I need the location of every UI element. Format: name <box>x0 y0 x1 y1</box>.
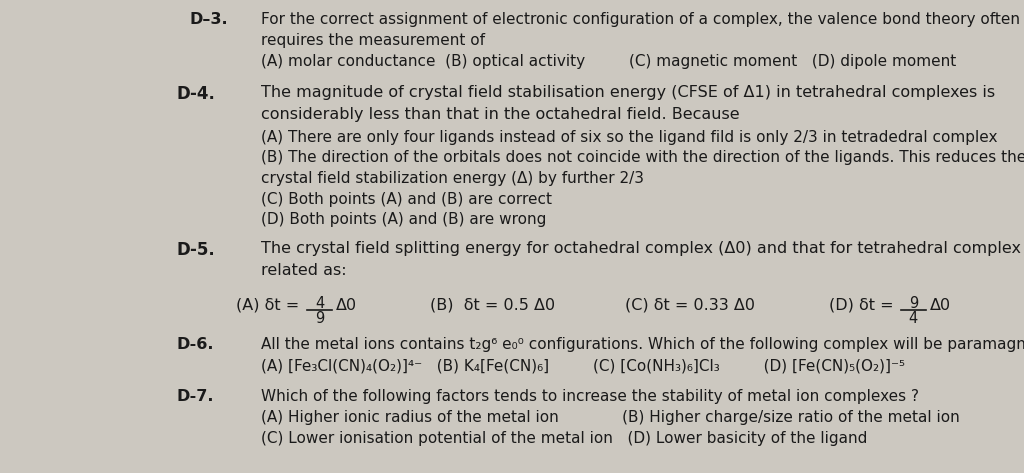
Text: crystal field stabilization energy (Δ) by further 2/3: crystal field stabilization energy (Δ) b… <box>261 171 644 186</box>
Text: considerably less than that in the octahedral field. Because: considerably less than that in the octah… <box>261 107 739 123</box>
Text: (D) δt =: (D) δt = <box>829 298 894 313</box>
Text: Δ0: Δ0 <box>336 298 357 313</box>
Text: related as:: related as: <box>261 263 347 279</box>
Text: D-7.: D-7. <box>176 389 214 404</box>
Text: (D) Both points (A) and (B) are wrong: (D) Both points (A) and (B) are wrong <box>261 212 547 227</box>
Text: D–3.: D–3. <box>189 12 228 27</box>
Text: D-4.: D-4. <box>176 85 215 103</box>
Text: (C) Both points (A) and (B) are correct: (C) Both points (A) and (B) are correct <box>261 192 552 207</box>
Text: (A) molar conductance  (B) optical activity         (C) magnetic moment   (D) di: (A) molar conductance (B) optical activi… <box>261 54 956 70</box>
Text: The magnitude of crystal field stabilisation energy (CFSE of Δ1) in tetrahedral : The magnitude of crystal field stabilisa… <box>261 85 995 100</box>
Text: For the correct assignment of electronic configuration of a complex, the valence: For the correct assignment of electronic… <box>261 12 1020 27</box>
Text: 9: 9 <box>908 296 919 311</box>
Text: 4: 4 <box>908 311 919 326</box>
Text: D-5.: D-5. <box>176 241 215 259</box>
Text: (C) δt = 0.33 Δ0: (C) δt = 0.33 Δ0 <box>625 298 755 313</box>
Text: The crystal field splitting energy for octahedral complex (Δ0) and that for tetr: The crystal field splitting energy for o… <box>261 241 1024 256</box>
Text: (B) The direction of the orbitals does not coincide with the direction of the li: (B) The direction of the orbitals does n… <box>261 150 1024 166</box>
Text: (A) There are only four ligands instead of six so the ligand fild is only 2/3 in: (A) There are only four ligands instead … <box>261 130 997 145</box>
Text: 4: 4 <box>314 296 325 311</box>
Text: (C) Lower ionisation potential of the metal ion   (D) Lower basicity of the liga: (C) Lower ionisation potential of the me… <box>261 431 867 447</box>
Text: (A) δt =: (A) δt = <box>236 298 299 313</box>
Text: requires the measurement of: requires the measurement of <box>261 33 485 48</box>
Text: (B)  δt = 0.5 Δ0: (B) δt = 0.5 Δ0 <box>430 298 555 313</box>
Text: All the metal ions contains t₂g⁶ e₀⁰ configurations. Which of the following comp: All the metal ions contains t₂g⁶ e₀⁰ con… <box>261 337 1024 352</box>
Text: 9: 9 <box>314 311 325 326</box>
Text: (A) Higher ionic radius of the metal ion             (B) Higher charge/size rati: (A) Higher ionic radius of the metal ion… <box>261 410 959 425</box>
Text: Δ0: Δ0 <box>930 298 951 313</box>
Text: (A) [Fe₃Cl(CN)₄(O₂)]⁴⁻   (B) K₄[Fe(CN)₆]         (C) [Co(NH₃)₆]Cl₃         (D) [: (A) [Fe₃Cl(CN)₄(O₂)]⁴⁻ (B) K₄[Fe(CN)₆] (… <box>261 358 905 373</box>
Text: Which of the following factors tends to increase the stability of metal ion comp: Which of the following factors tends to … <box>261 389 920 404</box>
Text: D-6.: D-6. <box>176 337 214 352</box>
